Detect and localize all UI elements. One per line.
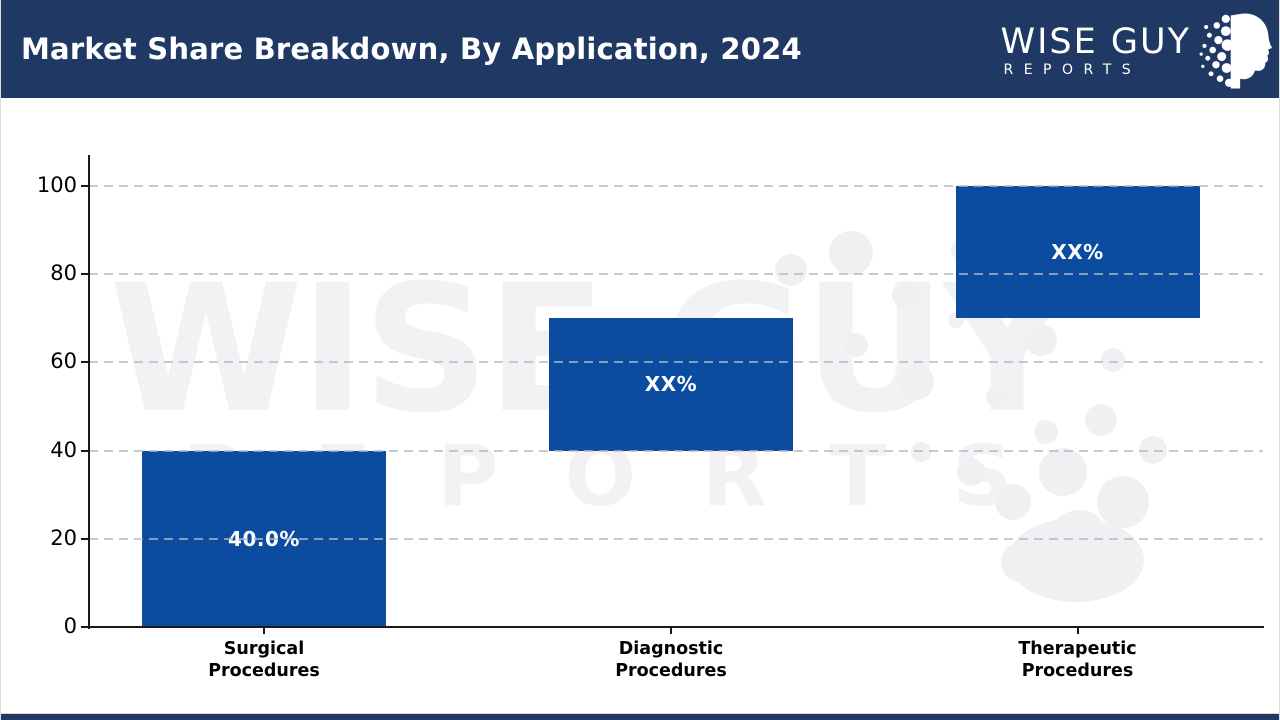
y-axis-tick-label: 20 (50, 525, 77, 550)
bar-diagnostic-procedures: XX% (549, 318, 793, 451)
y-axis-tick-label: 100 (36, 173, 77, 197)
gridline-y-80 (89, 273, 1263, 276)
x-axis-tick (1076, 627, 1079, 634)
y-axis-tick-100 (81, 185, 89, 187)
gridline-y-40 (89, 449, 1263, 452)
logo-wise-guy-label: WISE GUY (1000, 21, 1191, 62)
x-axis-tick (670, 627, 672, 634)
x-axis-tick (263, 627, 265, 634)
bar-therapeutic-procedures: XX% (955, 186, 1200, 319)
logo-wordmark: WISE GUY REPORTS (1000, 23, 1191, 78)
x-axis-line (88, 626, 1264, 628)
gridline-y-100 (89, 185, 1263, 187)
x-axis-category-label: Surgical Procedures (208, 639, 320, 681)
bar-value-label: XX% (1051, 240, 1104, 265)
y-axis-tick-40 (81, 449, 89, 452)
y-axis-tick-label: 40 (50, 437, 77, 462)
y-axis-tick-0 (81, 626, 89, 628)
bottom-hairline (1, 713, 1279, 714)
page-title: Market Share Breakdown, By Application, … (21, 32, 802, 66)
y-axis-tick-label: 80 (50, 261, 77, 286)
y-axis-tick-label: 0 (63, 614, 77, 638)
y-axis-tick-80 (81, 273, 89, 276)
y-axis-line (88, 155, 90, 629)
footer-band (1, 714, 1279, 720)
logo-dotted-face-icon (1199, 13, 1273, 89)
x-axis-category-label: Therapeutic Procedures (1018, 639, 1137, 681)
logo-reports-label: REPORTS (1003, 61, 1142, 78)
x-axis-category-label: Diagnostic Procedures (615, 639, 727, 681)
gridline-y-60 (89, 361, 1263, 364)
header-band: Market Share Breakdown, By Application, … (1, 0, 1279, 98)
gridline-y-20 (89, 537, 1263, 540)
wise-guy-reports-logo: WISE GUY REPORTS (1000, 8, 1275, 92)
y-axis-tick-label: 60 (50, 349, 77, 374)
bar-value-label: XX% (644, 372, 698, 397)
y-axis-tick-20 (81, 537, 89, 540)
y-axis-tick-60 (81, 361, 89, 364)
